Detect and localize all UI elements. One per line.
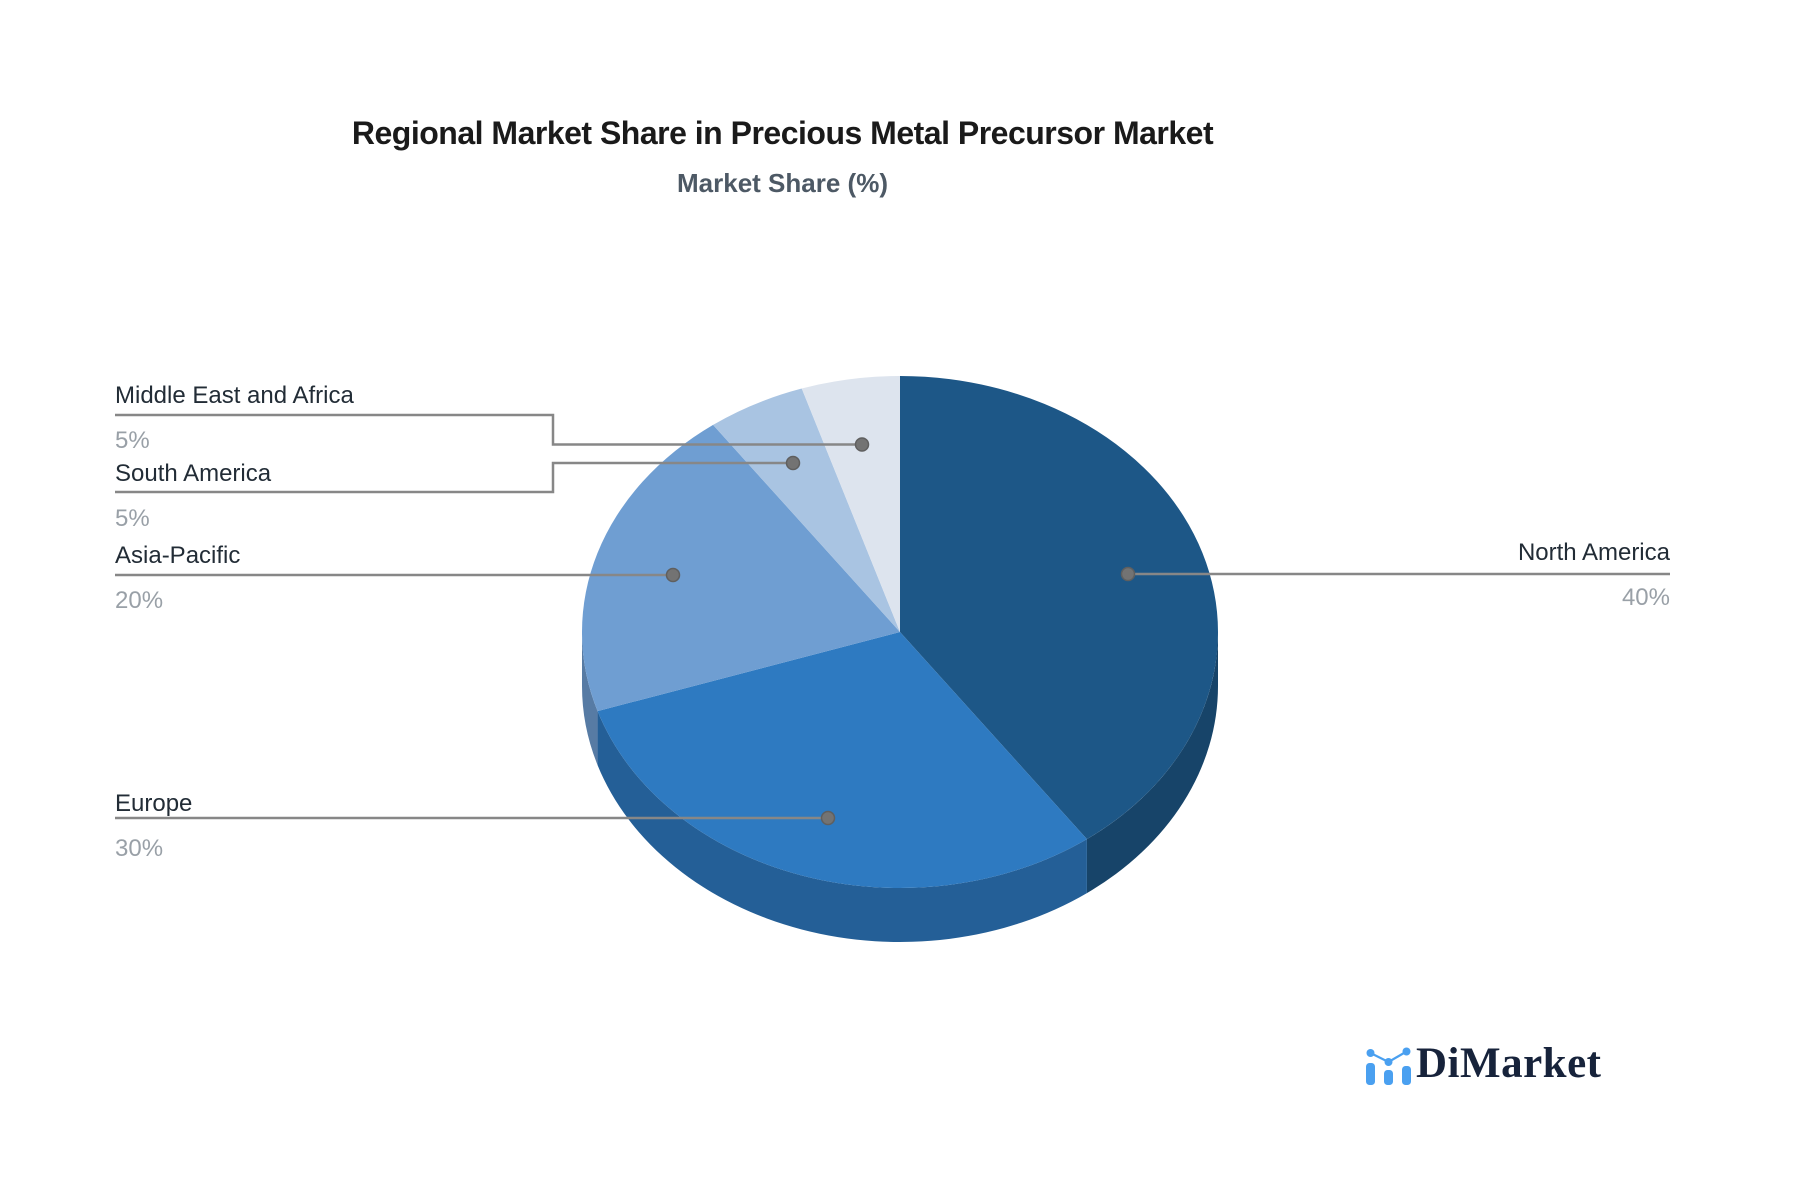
leader-line-south-america: [115, 461, 793, 494]
dimarket-logo-text: DiMarket: [1416, 1040, 1602, 1087]
slice-label-value: 30%: [115, 835, 164, 862]
chart-title: Regional Market Share in Precious Metal …: [351, 115, 1214, 151]
dimarket-logo: DiMarket: [1363, 1040, 1633, 1106]
slice-label-name: South America: [115, 460, 272, 487]
slice-label-europe: Europe 30%: [115, 789, 192, 863]
slice-label-value: 20%: [115, 587, 164, 614]
leader-dot-north-america: [1120, 566, 1136, 582]
leader-dot-south-america: [785, 455, 801, 471]
slice-label-middle-east-and-africa: Middle East and Africa 5%: [115, 381, 354, 455]
pie-slice-side-asia-pacific: [582, 632, 598, 766]
slice-label-value: 5%: [115, 427, 150, 454]
slice-label-north-america: North America 40%: [1518, 538, 1670, 612]
chart-subtitle: Market Share (%): [677, 168, 888, 198]
leader-line-middle-east-and-africa: [115, 413, 862, 446]
pie-slice-middle-east-and-africa[interactable]: [801, 376, 900, 632]
pie-slice-south-america[interactable]: [713, 388, 900, 632]
slice-label-value: 5%: [115, 505, 150, 532]
slice-label-name: Europe: [115, 790, 193, 817]
slice-label-name: North America: [1517, 539, 1670, 566]
pie-slice-asia-pacific[interactable]: [582, 424, 900, 712]
pie-slice-europe[interactable]: [597, 632, 1087, 888]
slice-label-name: Asia-Pacific: [115, 542, 241, 569]
slice-label-value: 40%: [1621, 584, 1670, 611]
pie-slice-north-america[interactable]: [900, 376, 1218, 840]
leader-dot-europe: [820, 810, 836, 826]
slice-label-asia-pacific: Asia-Pacific 20%: [115, 541, 240, 615]
pie-slice-side-europe: [597, 711, 1087, 942]
leader-dot-asia-pacific: [665, 567, 681, 583]
leader-dot-middle-east-and-africa: [854, 437, 870, 452]
slice-label-name: Middle East and Africa: [115, 382, 354, 409]
slice-label-south-america: South America 5%: [115, 459, 271, 533]
bar-line-chart-icon: [1366, 1047, 1411, 1085]
chart-header: Regional Market Share in Precious Metal …: [0, 114, 1565, 198]
pie-slice-side-north-america: [1086, 632, 1218, 894]
